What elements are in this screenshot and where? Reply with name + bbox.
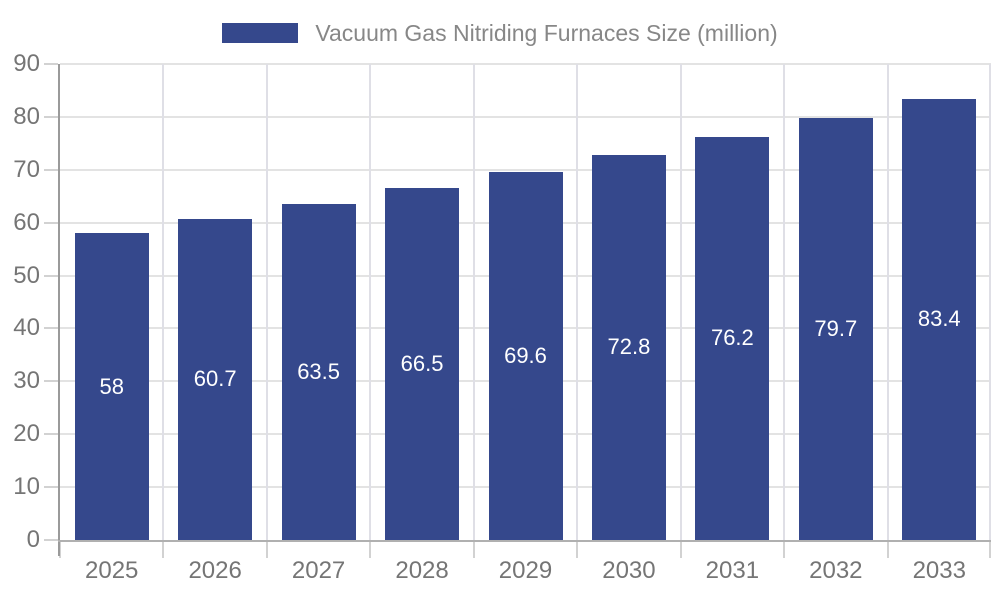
y-tick-10 bbox=[44, 486, 58, 489]
x-tick-2 bbox=[265, 542, 268, 558]
x-tick-label-2030: 2030 bbox=[602, 557, 656, 584]
x-tick-8 bbox=[886, 542, 889, 558]
y-tick-90 bbox=[44, 63, 58, 65]
bar-2030[interactable] bbox=[591, 154, 666, 540]
x-tick-label-2032: 2032 bbox=[809, 557, 863, 584]
legend[interactable]: Vacuum Gas Nitriding Furnaces Size (mill… bbox=[0, 19, 1000, 47]
bar-2033[interactable] bbox=[902, 98, 977, 540]
bar-2029[interactable] bbox=[488, 171, 563, 540]
x-tick-9 bbox=[989, 542, 991, 558]
bar-2026[interactable] bbox=[178, 218, 253, 540]
bar-2031[interactable] bbox=[695, 137, 770, 540]
x-tick-5 bbox=[576, 542, 579, 558]
y-tick-50 bbox=[44, 274, 58, 277]
gridline-v-2 bbox=[265, 64, 268, 540]
y-tick-0 bbox=[44, 539, 58, 541]
y-tick-40 bbox=[44, 327, 58, 330]
y-tick-70 bbox=[44, 168, 58, 171]
gridline-v-7 bbox=[783, 64, 786, 540]
legend-swatch bbox=[222, 23, 299, 43]
bar-value-label-2028: 66.5 bbox=[400, 351, 444, 377]
plot-area: 58 60.7 63.5 66.5 69.6 72.8 76.2 79.7 83.4 0 10 20… bbox=[13, 50, 991, 584]
bar-value-label-2027: 63.5 bbox=[297, 359, 341, 385]
bar-value-label-2033: 83.4 bbox=[917, 306, 961, 332]
legend-label: Vacuum Gas Nitriding Furnaces Size (mill… bbox=[315, 20, 778, 46]
x-tick-label-2029: 2029 bbox=[498, 557, 553, 584]
gridline-v-8 bbox=[886, 64, 889, 540]
y-tick-label-60: 60 bbox=[13, 208, 40, 236]
bar-value-label-2029: 69.6 bbox=[504, 342, 547, 368]
bar-value-label-2030: 72.8 bbox=[607, 334, 651, 360]
gridline-v-9 bbox=[989, 64, 991, 540]
x-tick-label-2025: 2025 bbox=[85, 557, 139, 584]
gridline-h-70 bbox=[60, 168, 991, 171]
x-tick-label-2031: 2031 bbox=[705, 557, 760, 584]
gridline-v-5 bbox=[576, 64, 579, 540]
x-tick-1 bbox=[162, 542, 165, 558]
bar-2028[interactable] bbox=[385, 188, 460, 540]
y-tick-label-70: 70 bbox=[13, 155, 40, 183]
gridline-v-1 bbox=[162, 64, 165, 540]
y-tick-80 bbox=[44, 115, 58, 118]
y-tick-20 bbox=[44, 433, 58, 436]
x-tick-label-2026: 2026 bbox=[188, 557, 242, 584]
gridline-v-4 bbox=[472, 64, 475, 540]
x-tick-0 bbox=[59, 542, 61, 558]
y-tick-label-40: 40 bbox=[13, 314, 40, 342]
y-tick-label-30: 30 bbox=[13, 367, 40, 395]
gridline-v-3 bbox=[369, 64, 372, 540]
y-tick-label-0: 0 bbox=[26, 526, 40, 553]
bar-value-label-2025: 58 bbox=[99, 373, 124, 399]
x-tick-label-2033: 2033 bbox=[912, 557, 966, 584]
gridline-v-6 bbox=[679, 64, 682, 540]
bar-2032[interactable] bbox=[798, 118, 873, 540]
y-tick-label-50: 50 bbox=[13, 261, 40, 289]
y-axis-line bbox=[58, 64, 60, 556]
y-tick-60 bbox=[44, 221, 58, 224]
y-tick-label-90: 90 bbox=[13, 50, 40, 77]
x-tick-label-2027: 2027 bbox=[291, 557, 346, 584]
x-tick-6 bbox=[679, 542, 682, 558]
x-tick-7 bbox=[783, 542, 786, 558]
bar-value-label-2032: 79.7 bbox=[814, 316, 858, 342]
x-tick-3 bbox=[369, 542, 372, 558]
y-tick-label-20: 20 bbox=[13, 420, 40, 448]
y-tick-30 bbox=[44, 380, 58, 383]
bar-value-label-2026: 60.7 bbox=[193, 366, 237, 392]
y-tick-label-80: 80 bbox=[13, 102, 40, 130]
bar-2027[interactable] bbox=[281, 204, 356, 540]
bar-2025[interactable] bbox=[74, 233, 149, 540]
bar-value-label-2031: 76.2 bbox=[710, 325, 754, 351]
x-axis-line bbox=[58, 540, 991, 542]
gridline-h-90 bbox=[60, 63, 991, 65]
x-tick-label-2028: 2028 bbox=[395, 557, 449, 584]
gridline-h-80 bbox=[60, 115, 991, 118]
y-tick-label-10: 10 bbox=[13, 473, 40, 501]
x-tick-4 bbox=[472, 542, 475, 558]
